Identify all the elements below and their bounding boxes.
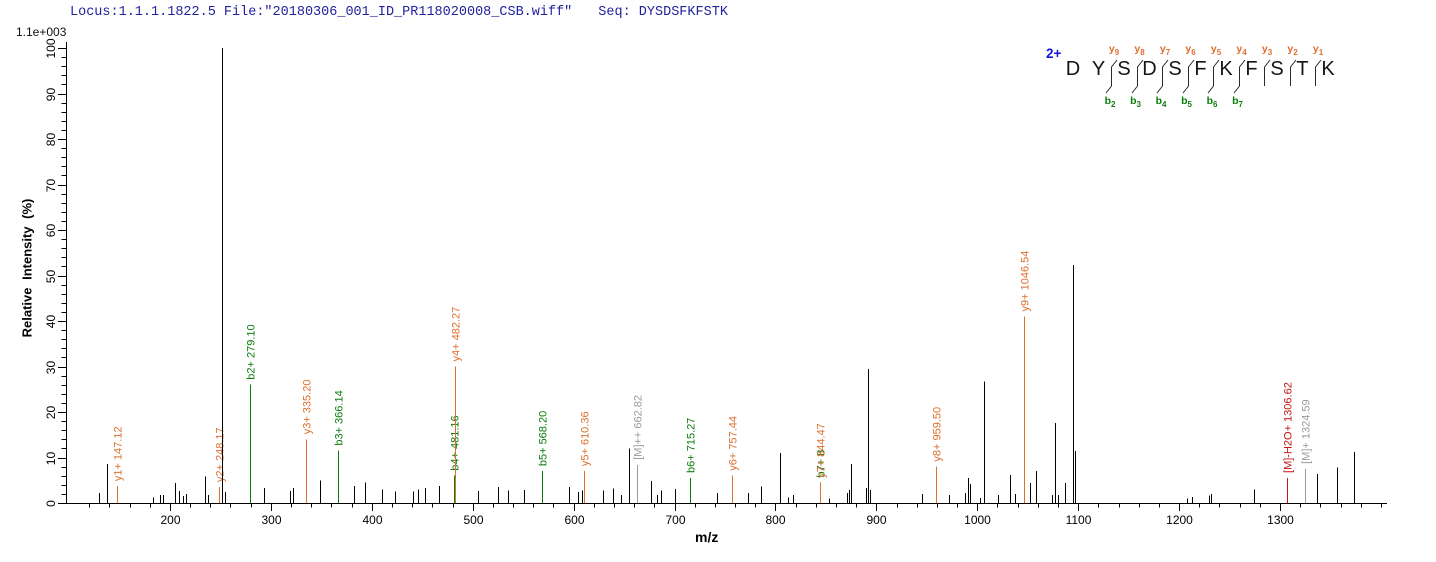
residue-10: T [1296, 58, 1309, 80]
peak-annotation-label: [M]-H2O+ 1306.62 [1283, 382, 1295, 473]
header: Locus:1.1.1.1822.5 File:"20180306_001_ID… [70, 5, 728, 20]
x-tick-label: 1300 [1267, 513, 1294, 527]
residue-7: K [1219, 58, 1233, 80]
fragmentation-mark [1131, 59, 1143, 94]
x-tick-label: 1100 [1066, 513, 1092, 527]
fragmentation-mark [1105, 59, 1118, 94]
b-ion-label-6: b6 [1206, 95, 1218, 110]
residue-2: Y [1091, 58, 1106, 80]
x-tick-label: 500 [463, 513, 483, 527]
peak-annotation-label: y1+ 147.12 [113, 426, 125, 481]
peak-annotation-label: b2+ 279.10 [246, 324, 258, 379]
peak-annotation-label: b6+ 715.27 [686, 418, 698, 473]
fragmentation-mark [1156, 59, 1169, 94]
y-tick-label: 100 [44, 38, 58, 58]
y-ion-label-8: y8 [1134, 43, 1145, 58]
b-ion-label-2: b2 [1104, 95, 1116, 110]
x-tick-label: 400 [362, 513, 382, 527]
peak-annotation-label: b7+ 8 [816, 450, 828, 478]
fragmentation-mark [1207, 59, 1220, 94]
y-ion-label-5: y5 [1210, 43, 1222, 58]
x-tick-label: 800 [765, 513, 785, 527]
x-axis-title: m/z [695, 529, 719, 545]
fragmentation-mark [1182, 59, 1194, 94]
peak-annotation-label: y5+ 610.36 [580, 411, 592, 466]
y-tick-label: 30 [44, 361, 58, 375]
locus-file-label: Locus:1.1.1.1822.5 File:"20180306_001_ID… [70, 5, 573, 20]
x-tick-label: 600 [564, 513, 584, 527]
y-ion-label-3: y3 [1261, 43, 1273, 58]
y-ion-label-1: y1 [1312, 43, 1324, 58]
max-intensity-label: 1.1e+003 [16, 25, 67, 39]
x-tick-label: 1000 [964, 513, 991, 527]
peak-annotation-label: b5+ 568.20 [538, 411, 550, 466]
y-tick-label: 60 [44, 224, 58, 238]
y-ion-label-9: y9 [1108, 43, 1120, 58]
x-tick-label: 1200 [1166, 513, 1193, 527]
peak-annotation-label: b3+ 366.14 [334, 390, 346, 445]
y-ion-label-2: y2 [1287, 43, 1298, 58]
y-tick-label: 20 [44, 406, 58, 420]
peak-annotation-label: [M]++ 662.82 [633, 395, 645, 460]
y-tick-label: 40 [44, 315, 58, 329]
x-tick-label: 700 [665, 513, 685, 527]
fragmentation-mark [1315, 59, 1322, 86]
fragmentation-mark [1289, 59, 1296, 86]
y-tick-label: 70 [44, 179, 58, 193]
peak-annotation-label: y8+ 959.50 [932, 407, 944, 462]
y-tick-label: 80 [44, 133, 58, 147]
x-tick-label: 900 [866, 513, 886, 527]
peak-annotation-label: y4+ 482.27 [451, 307, 463, 362]
y-ion-label-7: y7 [1159, 43, 1171, 58]
residue-6: F [1194, 58, 1207, 80]
fragmentation-mark [1233, 59, 1245, 94]
y-tick-label: 50 [44, 270, 58, 284]
b-ion-label-5: b5 [1181, 95, 1192, 110]
b-ion-label-3: b3 [1130, 95, 1141, 110]
y-tick-label: 10 [44, 452, 58, 466]
peak-annotation-label: y2+ 248.17 [215, 427, 227, 482]
y-ion-label-4: y4 [1236, 43, 1247, 58]
b-ion-label-4: b4 [1155, 95, 1167, 110]
precursor-charge-label: 2+ [1046, 46, 1062, 61]
residue-11: K [1321, 58, 1335, 80]
peak-annotation-label: y7+ 844.47 [816, 423, 828, 478]
peak-annotation-label: y6+ 757.44 [728, 416, 740, 471]
peak-annotation-label: [M]+ 1324.59 [1301, 399, 1313, 464]
y-ion-label-6: y6 [1185, 43, 1196, 58]
residue-1: D [1065, 58, 1081, 80]
fragmentation-mark [1264, 59, 1271, 86]
b-ion-label-7: b7 [1232, 95, 1243, 110]
y-tick-label: 90 [44, 88, 58, 102]
x-tick-label: 200 [160, 513, 180, 527]
residue-5: S [1168, 58, 1182, 80]
residue-4: D [1142, 58, 1157, 80]
y-tick-label: 0 [44, 500, 58, 507]
peak-annotation-label: y3+ 335.20 [302, 380, 314, 435]
sequence-label: Seq: DYSDSFKFSTK [598, 5, 728, 20]
residue-9: S [1270, 58, 1284, 80]
residue-8: F [1245, 58, 1258, 80]
x-tick-label: 300 [261, 513, 281, 527]
residue-3: S [1117, 58, 1131, 80]
peak-annotation-label: y9+ 1046.54 [1020, 251, 1032, 312]
